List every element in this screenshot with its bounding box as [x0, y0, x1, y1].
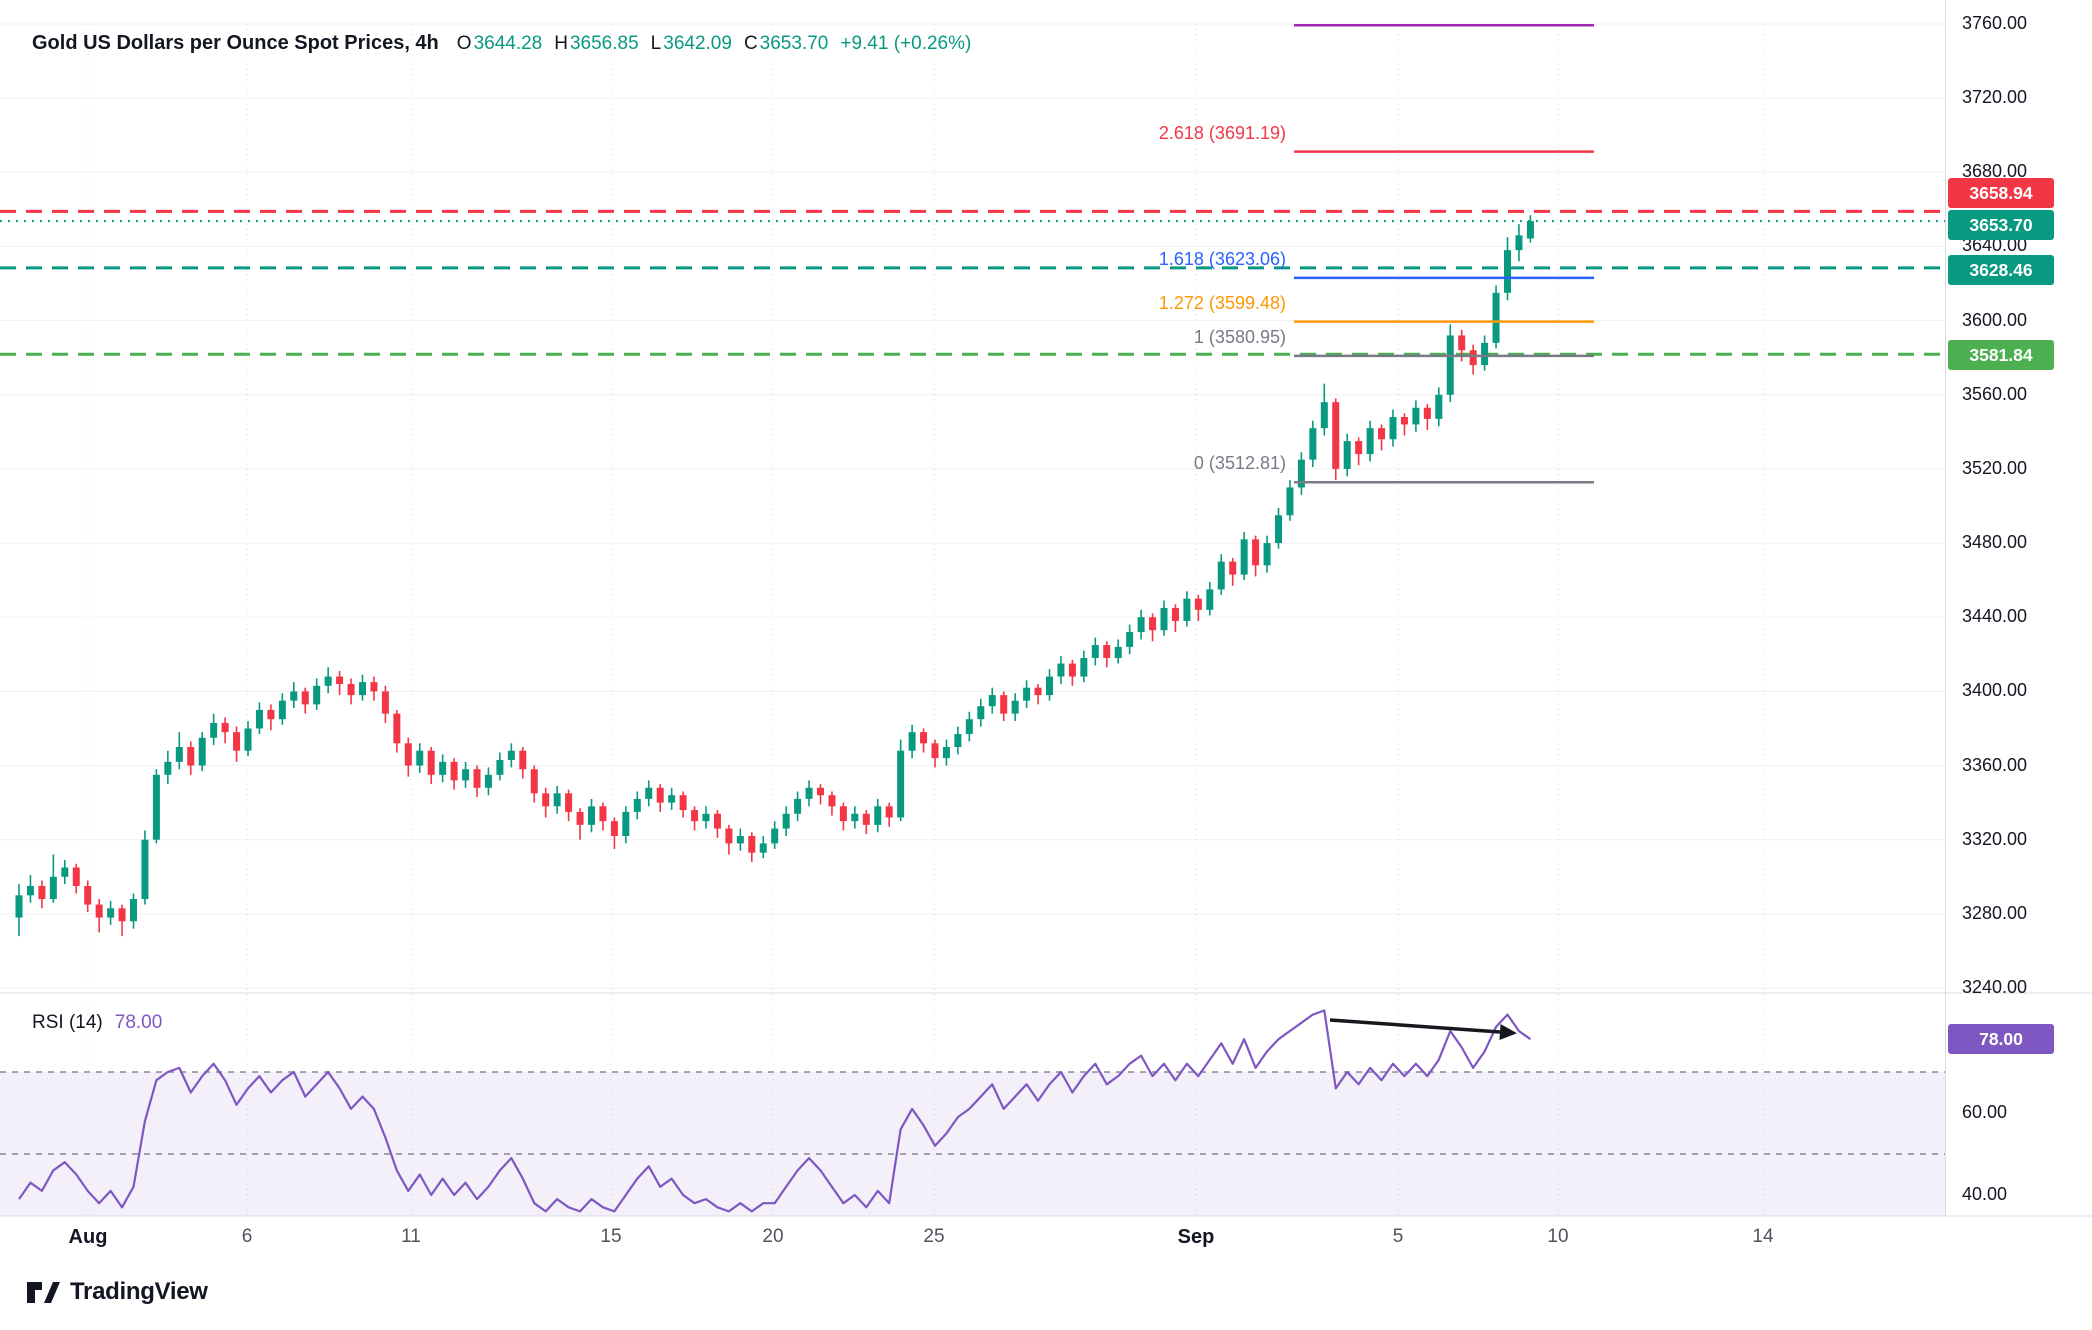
rsi-indicator-label[interactable]: RSI (14): [32, 1012, 103, 1033]
time-tick-label: 14: [1752, 1226, 1774, 1247]
time-tick-label: Sep: [1177, 1226, 1215, 1248]
price-tick-label: 3280.00: [1962, 902, 2028, 923]
low-label: L: [650, 33, 662, 54]
price-tick-label: 3400.00: [1962, 680, 2028, 701]
time-tick-label: 6: [241, 1226, 253, 1247]
rsi-indicator-value: 78.00: [114, 1012, 163, 1033]
high-value: 3656.85: [569, 33, 639, 54]
time-tick-label: Aug: [68, 1226, 108, 1248]
price-tick-label: 3640.00: [1962, 235, 2028, 256]
time-tick-label: 25: [923, 1226, 945, 1247]
price-tick-label: 3680.00: [1962, 161, 2028, 182]
tradingview-logo[interactable]: TradingView: [26, 1278, 208, 1306]
close-label: C: [743, 33, 758, 54]
price-tick-label: 3720.00: [1962, 87, 2028, 108]
price-tick-label: 3600.00: [1962, 309, 2028, 330]
low-value: 3642.09: [663, 33, 732, 54]
ohlc-values: O 3644.28 H 3656.85 L 3642.09 C 3653.70 +9.4…: [457, 33, 972, 55]
symbol-legend: Gold US Dollars per Ounce Spot Prices, 4…: [32, 32, 971, 55]
tradingview-logo-text: TradingView: [70, 1278, 208, 1305]
open-label: O: [456, 33, 472, 54]
time-tick-label: 5: [1392, 1226, 1404, 1247]
open-value: 3644.28: [473, 33, 543, 54]
price-tick-label: 3240.00: [1962, 977, 2028, 997]
time-axis[interactable]: Aug 6 11 15 20 25 Sep 5 10 14: [0, 1216, 2092, 1264]
change-value: +9.41 (+0.26%): [840, 33, 972, 54]
tradingview-logo-icon: [27, 1281, 60, 1303]
close-value: 3653.70: [759, 33, 829, 54]
rsi-tick-label: 60.00: [1962, 1102, 2008, 1122]
time-tick-label: 15: [600, 1226, 622, 1247]
high-label: H: [554, 33, 568, 54]
price-tick-label: 3480.00: [1962, 532, 2028, 553]
price-tick-label: 3760.00: [1962, 13, 2028, 33]
time-tick-label: 11: [401, 1226, 421, 1247]
price-tick-label: 3560.00: [1962, 383, 2028, 404]
price-tick-label: 3320.00: [1962, 828, 2028, 849]
time-tick-label: 10: [1547, 1226, 1569, 1247]
symbol-title[interactable]: Gold US Dollars per Ounce Spot Prices, 4…: [32, 32, 439, 54]
rsi-tick-label: 40.00: [1962, 1184, 2008, 1204]
price-axis[interactable]: 3760.00 3720.00 3680.00 3640.00 3600.00 3560.…: [1945, 0, 2092, 1216]
price-tick-label: 3360.00: [1962, 754, 2028, 775]
time-tick-label: 20: [762, 1226, 784, 1247]
price-tick-label: 3440.00: [1962, 606, 2028, 627]
price-tick-label: 3520.00: [1962, 457, 2028, 478]
rsi-legend: RSI (14) 78.00: [32, 1012, 162, 1034]
